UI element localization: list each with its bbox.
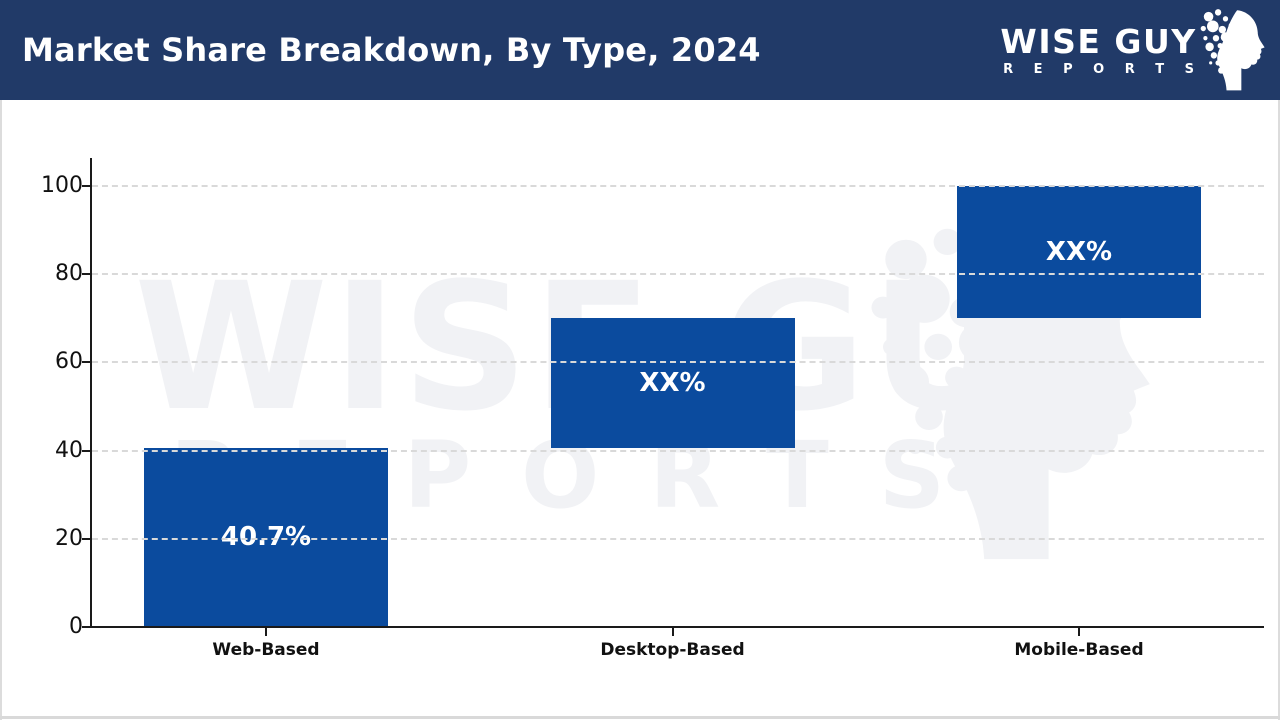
bar-desktop-based: XX% [550,318,795,448]
bar-value-label: XX% [1045,237,1113,268]
gridline [92,273,1264,276]
y-tick-mark [82,185,91,187]
wiseguy-logo-wordmark: WISE GUY [1000,21,1197,61]
y-tick-mark [82,273,91,276]
chart-area: WISE GUY REPORTS 02040608010040.7%Web-Ba… [0,100,1280,720]
y-tick-mark [82,626,91,628]
page-title: Market Share Breakdown, By Type, 2024 [22,31,761,69]
x-category-label: Mobile-Based [1014,640,1144,660]
bar-value-label: 40.7% [220,522,312,553]
y-tick-mark [82,361,91,364]
gridline [92,449,1264,452]
bar-web-based: 40.7% [144,447,388,627]
bar-value-label: XX% [639,367,706,398]
y-tick-label: 60 [55,349,83,375]
header-bar: Market Share Breakdown, By Type, 2024 WI… [0,0,1280,100]
x-axis-line [90,626,1264,628]
bottom-border [0,716,1280,719]
y-tick-mark [82,537,91,540]
y-tick-mark [82,449,91,452]
wiseguy-face-icon [1200,9,1265,91]
wiseguy-logo-subtitle: R E P O R T S [1003,61,1202,77]
x-tick-mark [265,628,267,636]
y-axis-line [90,158,92,628]
gridline [92,185,1264,187]
wiseguy-logo-text: WISE GUY R E P O R T S [995,25,1202,76]
gridline [92,537,1264,540]
y-tick-label: 20 [55,525,83,551]
y-tick-label: 0 [69,614,83,639]
y-tick-label: 80 [55,261,83,287]
x-tick-mark [671,628,674,636]
bar-mobile-based: XX% [957,186,1201,319]
y-tick-label: 40 [55,437,83,463]
wiseguy-logo: WISE GUY R E P O R T S [995,7,1272,93]
x-category-label: Web-Based [212,640,320,660]
gridline [92,361,1264,364]
y-tick-label: 100 [41,173,83,198]
x-tick-mark [1078,628,1080,636]
x-category-label: Desktop-Based [600,640,745,660]
